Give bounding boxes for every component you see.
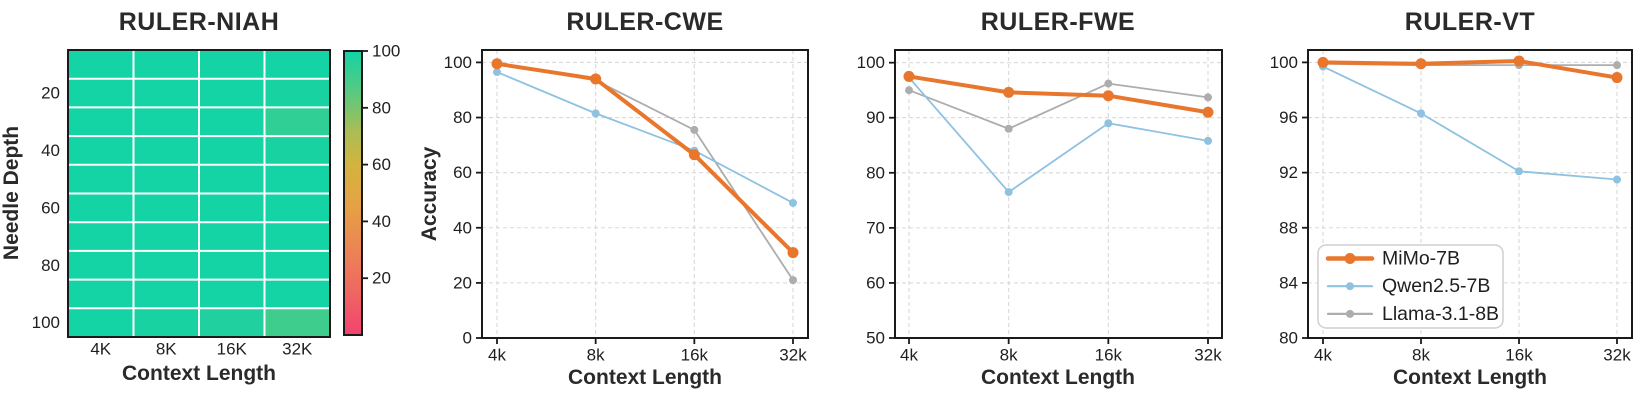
- heatmap-render-layer: 4K 8K 16K 32K 20 40 60 80 100 100 80 60 40 20: [32, 42, 401, 359]
- svg-text:100: 100: [32, 313, 60, 332]
- svg-text:16K: 16K: [217, 340, 248, 359]
- svg-text:16k: 16k: [681, 346, 709, 365]
- svg-text:100: 100: [857, 53, 885, 72]
- svg-text:Qwen2.5-7B: Qwen2.5-7B: [1382, 275, 1490, 297]
- ruler-fwe-line-chart: 50 60 70 80 90 100 4k 8k 16k 32k RULER-FWE Contex…: [857, 8, 1223, 389]
- svg-text:80: 80: [41, 256, 60, 275]
- svg-text:4K: 4K: [90, 340, 111, 359]
- svg-text:4k: 4k: [1314, 346, 1332, 365]
- svg-text:16k: 16k: [1095, 346, 1123, 365]
- svg-text:60: 60: [372, 155, 391, 174]
- chart-title: RULER-FWE: [981, 8, 1135, 36]
- svg-text:20: 20: [372, 269, 391, 288]
- chart-title: RULER-CWE: [566, 8, 723, 36]
- x-axis-label: Context Length: [981, 366, 1135, 389]
- svg-text:Llama-3.1-8B: Llama-3.1-8B: [1382, 303, 1499, 325]
- x-axis-label: Context Length: [122, 362, 276, 385]
- svg-text:100: 100: [372, 42, 400, 61]
- svg-text:8k: 8k: [587, 346, 605, 365]
- svg-text:20: 20: [453, 273, 472, 292]
- ruler-niah-heatmap: 4K 8K 16K 32K 20 40 60 80 100 100 80 60 40 20 RULER-N…: [0, 8, 401, 385]
- svg-text:4k: 4k: [488, 346, 506, 365]
- svg-text:40: 40: [453, 218, 472, 237]
- svg-text:4k: 4k: [900, 346, 918, 365]
- svg-text:84: 84: [1279, 273, 1298, 292]
- svg-text:60: 60: [453, 163, 472, 182]
- svg-text:70: 70: [866, 218, 885, 237]
- line-chart-render-layer: 50 60 70 80 90 100 4k 8k 16k 32k: [857, 49, 1223, 365]
- svg-text:32K: 32K: [282, 340, 313, 359]
- x-axis-label: Context Length: [568, 366, 722, 389]
- svg-text:100: 100: [444, 53, 472, 72]
- svg-text:100: 100: [1270, 53, 1298, 72]
- svg-text:60: 60: [866, 273, 885, 292]
- x-axis-label: Context Length: [1393, 366, 1547, 389]
- svg-text:80: 80: [453, 108, 472, 127]
- svg-text:40: 40: [372, 212, 391, 231]
- svg-text:80: 80: [372, 98, 391, 117]
- svg-text:90: 90: [866, 108, 885, 127]
- svg-text:92: 92: [1279, 163, 1298, 182]
- ruler-cwe-line-chart: 0 20 40 60 80 100 4k 8k 16k 32k RULER-CWE Context…: [420, 8, 809, 389]
- svg-text:8k: 8k: [1000, 346, 1018, 365]
- svg-text:0: 0: [463, 329, 472, 348]
- y-axis-label: Accuracy: [420, 146, 441, 241]
- y-axis-label: Needle Depth: [0, 126, 23, 260]
- chart-title: RULER-VT: [1405, 8, 1535, 36]
- svg-text:96: 96: [1279, 108, 1298, 127]
- svg-text:88: 88: [1279, 218, 1298, 237]
- svg-text:40: 40: [41, 141, 60, 160]
- line-chart-render-layer: 80 84 88 92 96 100 4k 8k 16k 32k MiMo-7B Qwen2.5-7B…: [1270, 49, 1633, 365]
- ruler-vt-line-chart: 80 84 88 92 96 100 4k 8k 16k 32k MiMo-7B Qwen2.5-7B…: [1270, 8, 1633, 389]
- svg-text:50: 50: [866, 329, 885, 348]
- svg-text:80: 80: [866, 163, 885, 182]
- svg-text:60: 60: [41, 198, 60, 217]
- svg-text:8k: 8k: [1412, 346, 1430, 365]
- svg-text:32k: 32k: [1603, 346, 1631, 365]
- svg-text:80: 80: [1279, 329, 1298, 348]
- svg-text:16k: 16k: [1505, 346, 1533, 365]
- line-chart-render-layer: 0 20 40 60 80 100 4k 8k 16k 32k: [444, 49, 809, 365]
- svg-text:32k: 32k: [1194, 346, 1222, 365]
- svg-text:8K: 8K: [156, 340, 177, 359]
- svg-text:20: 20: [41, 84, 60, 103]
- svg-text:32k: 32k: [779, 346, 807, 365]
- chart-title: RULER-NIAH: [119, 8, 280, 36]
- svg-text:MiMo-7B: MiMo-7B: [1382, 248, 1460, 270]
